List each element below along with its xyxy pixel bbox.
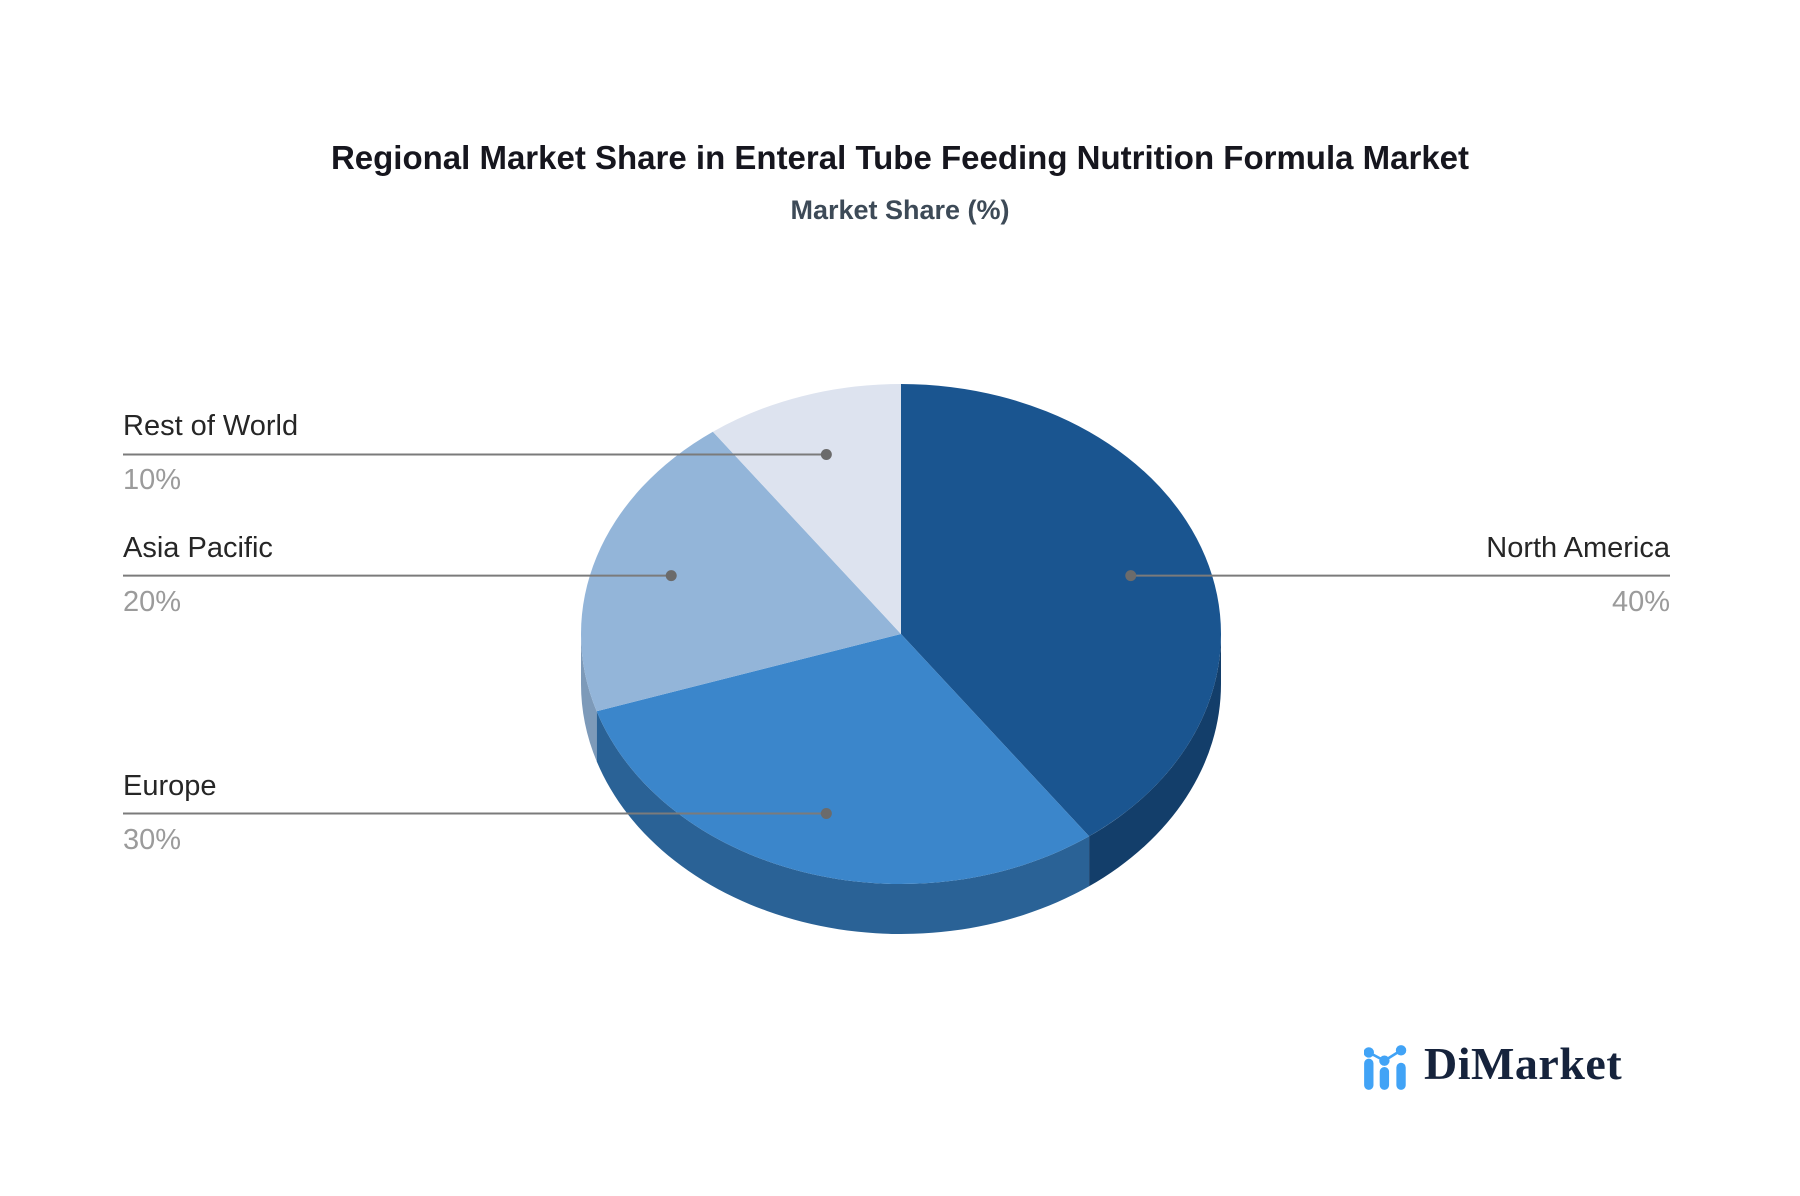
pie-slice-north-america — [901, 384, 1222, 837]
leader-dot-north-america — [1125, 570, 1137, 582]
callout-north-america: North America 40% — [1250, 530, 1670, 620]
leader-dot-europe — [820, 808, 832, 820]
slice-label: North America — [1486, 531, 1670, 564]
bar-chart-logo-icon — [1364, 1045, 1407, 1090]
slice-value: 30% — [123, 823, 182, 856]
leader-dot-rest-of-world — [820, 448, 832, 460]
pie-slice-asia-pacific — [581, 431, 901, 712]
logo: DiMarket — [1364, 1038, 1622, 1094]
pie-slice-rest-of-world — [712, 384, 901, 634]
callout-europe: Europe 30% — [123, 768, 543, 858]
pie-slice-side-north-america — [1089, 634, 1221, 887]
logo-text: DiMarket — [1424, 1038, 1623, 1089]
leader-dot-asia-pacific — [665, 570, 677, 582]
slice-value: 20% — [123, 585, 182, 618]
pie-slice-europe — [596, 634, 1090, 885]
chart-subtitle: Market Share (%) — [790, 195, 1010, 225]
slice-label: Rest of World — [123, 410, 299, 443]
pie-slice-side-asia-pacific — [581, 634, 597, 762]
slice-label: Europe — [123, 769, 217, 802]
page-title: Regional Market Share in Enteral Tube Fe… — [330, 139, 1470, 176]
slice-label: Asia Pacific — [123, 531, 273, 564]
pie-slice-side-europe — [596, 711, 1090, 934]
slice-value: 40% — [1611, 585, 1670, 618]
slice-value: 10% — [123, 464, 182, 497]
callout-rest-of-world: Rest of World 10% — [123, 408, 543, 498]
callout-asia-pacific: Asia Pacific 20% — [123, 530, 543, 620]
